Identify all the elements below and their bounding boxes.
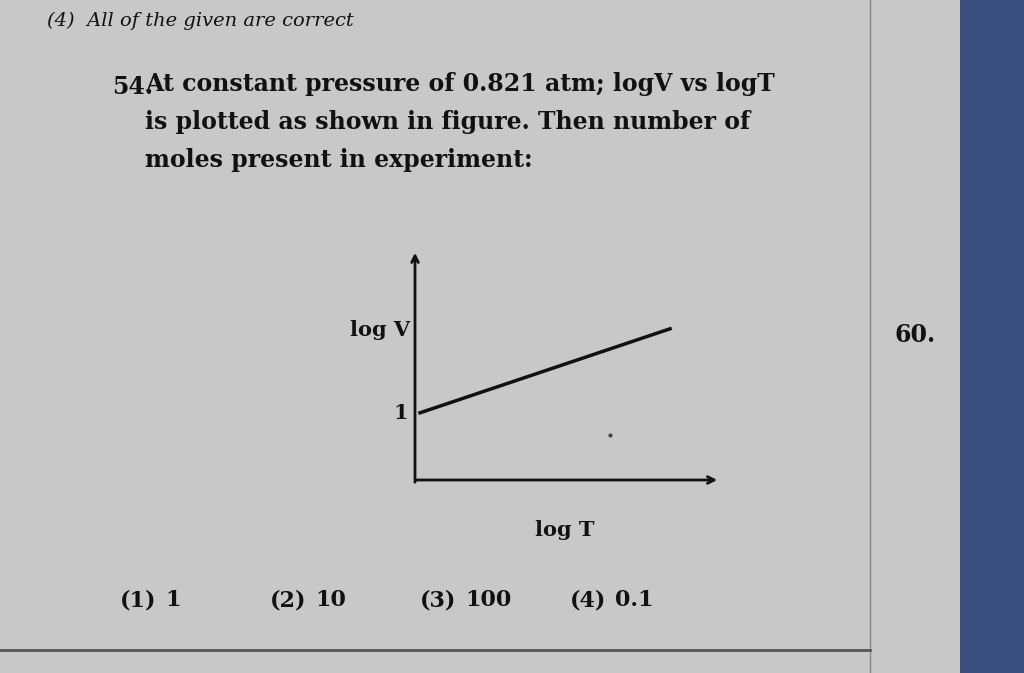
Text: (2): (2) — [270, 589, 306, 611]
Text: 54.: 54. — [112, 75, 153, 99]
Text: log T: log T — [536, 520, 595, 540]
Text: 100: 100 — [465, 589, 511, 611]
Text: (4): (4) — [570, 589, 606, 611]
Text: 10: 10 — [315, 589, 346, 611]
Text: (4)  All of the given are correct: (4) All of the given are correct — [47, 12, 353, 30]
Text: log V: log V — [350, 320, 411, 340]
Text: 1: 1 — [165, 589, 180, 611]
Bar — [961, 0, 1024, 673]
Text: (1): (1) — [120, 589, 157, 611]
Bar — [0, 0, 870, 673]
Text: (3): (3) — [420, 589, 457, 611]
Text: 60.: 60. — [895, 323, 936, 347]
Bar — [870, 0, 961, 673]
Text: moles present in experiment:: moles present in experiment: — [145, 148, 532, 172]
Text: 0.1: 0.1 — [615, 589, 653, 611]
Text: 1: 1 — [393, 403, 408, 423]
Text: is plotted as shown in figure. Then number of: is plotted as shown in figure. Then numb… — [145, 110, 751, 134]
Text: At constant pressure of 0.821 atm; logV vs logT: At constant pressure of 0.821 atm; logV … — [145, 72, 775, 96]
